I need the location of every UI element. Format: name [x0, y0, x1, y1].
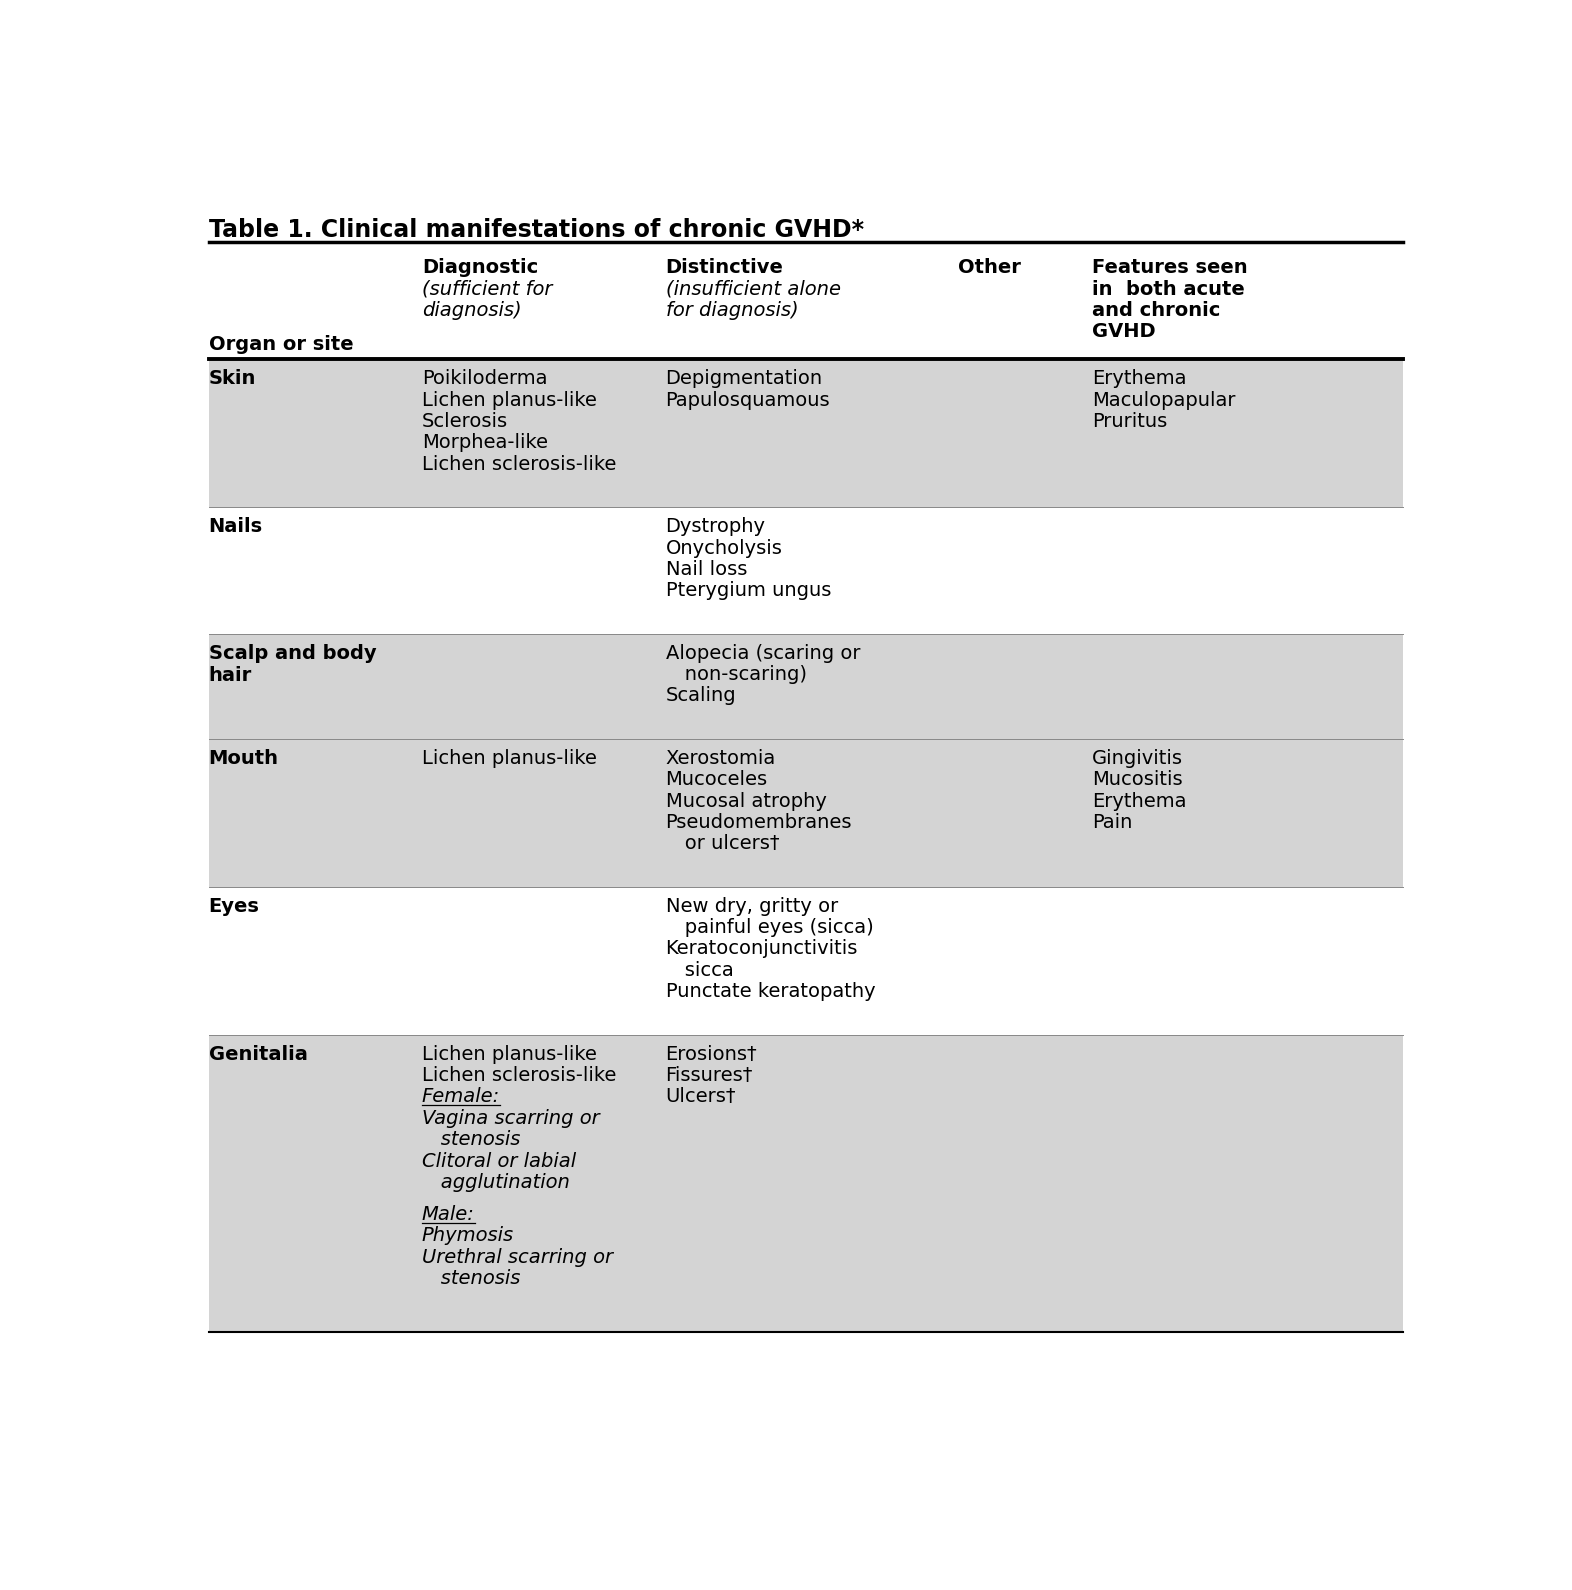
Bar [209, 359, 1402, 507]
Bar [209, 739, 1402, 887]
Text: Maculopapular: Maculopapular [1093, 391, 1236, 410]
Text: Erythema: Erythema [1093, 792, 1187, 811]
Text: stenosis: stenosis [421, 1269, 520, 1288]
Text: sicca: sicca [665, 960, 733, 979]
Text: Vagina scarring or: Vagina scarring or [421, 1108, 599, 1127]
Text: for diagnosis): for diagnosis) [665, 301, 799, 320]
Text: Pruritus: Pruritus [1093, 412, 1166, 431]
Text: in  both acute: in both acute [1093, 280, 1245, 299]
Text: Nails: Nails [209, 517, 263, 536]
Text: Nail loss: Nail loss [665, 560, 747, 579]
Bar [209, 507, 1402, 634]
Text: Poikiloderma: Poikiloderma [421, 369, 547, 388]
Text: Scaling: Scaling [665, 687, 736, 706]
Text: Clitoral or labial: Clitoral or labial [421, 1151, 575, 1170]
Text: Phymosis: Phymosis [421, 1226, 514, 1245]
Text: New dry, gritty or: New dry, gritty or [665, 897, 838, 916]
Text: Mucoceles: Mucoceles [665, 770, 767, 789]
Text: (sufficient for: (sufficient for [421, 280, 552, 299]
Text: Diagnostic: Diagnostic [421, 258, 538, 277]
Text: Eyes: Eyes [209, 897, 259, 916]
Text: diagnosis): diagnosis) [421, 301, 522, 320]
Text: and chronic: and chronic [1093, 301, 1220, 320]
Text: Distinctive: Distinctive [665, 258, 783, 277]
Text: Ulcers†: Ulcers† [665, 1088, 736, 1107]
Text: Skin: Skin [209, 369, 256, 388]
Text: Mouth: Mouth [209, 749, 278, 768]
Text: Lichen sclerosis-like: Lichen sclerosis-like [421, 455, 616, 474]
Text: Erythema: Erythema [1093, 369, 1187, 388]
Text: Dystrophy: Dystrophy [665, 517, 766, 536]
Text: Urethral scarring or: Urethral scarring or [421, 1248, 613, 1267]
Text: Lichen planus-like: Lichen planus-like [421, 391, 597, 410]
Text: Alopecia (scaring or: Alopecia (scaring or [665, 644, 860, 663]
Text: Organ or site: Organ or site [209, 335, 354, 355]
Text: Xerostomia: Xerostomia [665, 749, 777, 768]
Text: Gingivitis: Gingivitis [1093, 749, 1184, 768]
Text: Keratoconjunctivitis: Keratoconjunctivitis [665, 940, 858, 959]
Text: Erosions†: Erosions† [665, 1045, 758, 1064]
Text: Onycholysis: Onycholysis [665, 539, 783, 558]
Text: Other: Other [957, 258, 1020, 277]
Text: or ulcers†: or ulcers† [665, 835, 780, 854]
Text: Table 1. Clinical manifestations of chronic GVHD*: Table 1. Clinical manifestations of chro… [209, 218, 863, 242]
Bar [209, 248, 1402, 359]
Text: Punctate keratopathy: Punctate keratopathy [665, 983, 876, 1002]
Text: Pain: Pain [1093, 812, 1132, 832]
Text: Lichen planus-like: Lichen planus-like [421, 1045, 597, 1064]
Text: Mucosal atrophy: Mucosal atrophy [665, 792, 827, 811]
Text: Male:: Male: [421, 1205, 475, 1224]
Text: agglutination: agglutination [421, 1173, 569, 1192]
Text: Lichen sclerosis-like: Lichen sclerosis-like [421, 1065, 616, 1084]
Text: non-scaring): non-scaring) [665, 665, 806, 684]
Text: Depigmentation: Depigmentation [665, 369, 822, 388]
Text: Fissures†: Fissures† [665, 1065, 753, 1084]
Text: painful eyes (sicca): painful eyes (sicca) [665, 917, 874, 937]
Text: Scalp and body
hair: Scalp and body hair [209, 644, 376, 685]
Text: Papulosquamous: Papulosquamous [665, 391, 830, 410]
Text: (insufficient alone: (insufficient alone [665, 280, 841, 299]
Text: Pseudomembranes: Pseudomembranes [665, 812, 852, 832]
Text: GVHD: GVHD [1093, 323, 1155, 342]
Text: Sclerosis: Sclerosis [421, 412, 508, 431]
Bar [209, 887, 1402, 1035]
Text: Lichen planus-like: Lichen planus-like [421, 749, 597, 768]
Text: Genitalia: Genitalia [209, 1045, 308, 1064]
Text: Pterygium ungus: Pterygium ungus [665, 582, 832, 601]
Bar [209, 634, 1402, 739]
Text: Mucositis: Mucositis [1093, 770, 1182, 789]
Bar [209, 1035, 1402, 1332]
Text: Morphea-like: Morphea-like [421, 434, 549, 453]
Text: Female:: Female: [421, 1088, 500, 1107]
Text: Features seen: Features seen [1093, 258, 1248, 277]
Text: stenosis: stenosis [421, 1130, 520, 1150]
